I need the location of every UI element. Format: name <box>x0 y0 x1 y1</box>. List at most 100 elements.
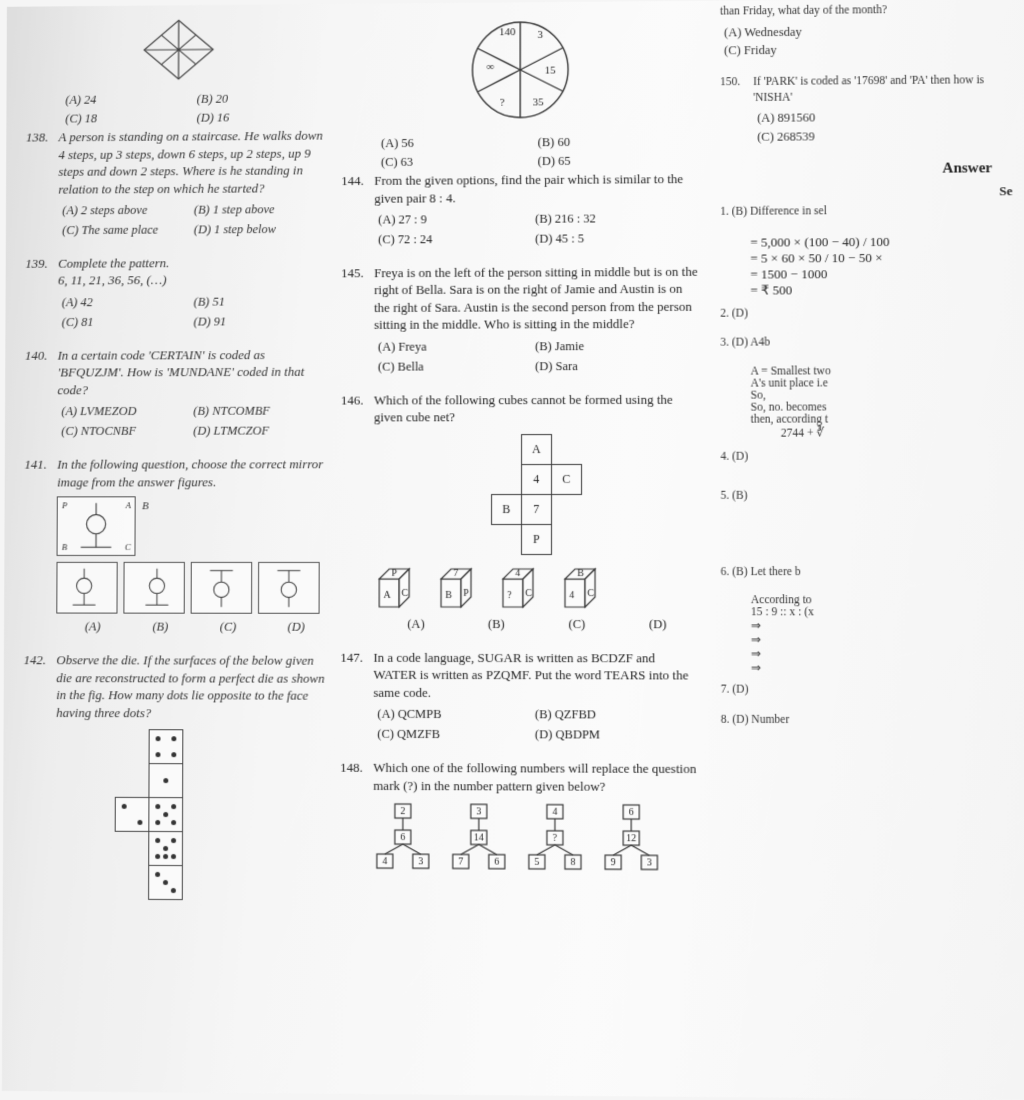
svg-text:4: 4 <box>553 807 558 818</box>
q138-figure-options: (A) 24 (B) 20 (C) 18 (D) 16 <box>26 89 332 129</box>
q141-opt-b-fig <box>124 562 185 614</box>
q138-text: A person is standing on a staircase. He … <box>58 128 322 196</box>
q143-options: (A) 56 (B) 60 (C) 63 (D) 65 <box>341 132 700 172</box>
ans-1-m3: = 1500 − 1000 <box>720 265 1023 282</box>
tree-row: 2 6 4 3 3 14 7 6 <box>373 800 700 872</box>
ans-8: 8. (D) Number <box>721 712 1024 728</box>
q138-opt-c: (C) 18 <box>65 111 193 127</box>
svg-text:3: 3 <box>647 858 652 869</box>
q147: 147. In a code language, SUGAR is writte… <box>340 649 700 746</box>
q143-b: (B) 60 <box>538 134 692 150</box>
ans-1: 1. (B) Difference in sel <box>720 203 1022 220</box>
svg-text:14: 14 <box>474 833 484 844</box>
q147-d: (D) QBDPM <box>535 727 690 744</box>
dice-face-5 <box>149 832 183 866</box>
q149-c: (C) Friday <box>724 42 867 60</box>
svg-text:∞: ∞ <box>486 61 494 73</box>
q141: 141. In the following question, choose t… <box>24 456 331 638</box>
q146: 146. Which of the following cubes cannot… <box>340 391 700 636</box>
svg-text:8: 8 <box>571 857 576 868</box>
q138-opt-d: (D) 16 <box>197 110 325 126</box>
q144-b: (B) 216 : 32 <box>535 210 690 228</box>
q144-d: (D) 45 : 5 <box>535 230 690 248</box>
q141-ref-figure: P A B C B <box>57 497 136 557</box>
svg-text:3: 3 <box>537 29 543 41</box>
q144-num: 144. <box>341 172 371 190</box>
q147-c: (C) QMZFB <box>377 726 531 743</box>
q145-a: (A) Freya <box>378 338 532 355</box>
dice-face-3 <box>115 798 149 832</box>
tree-1: 2 6 4 3 <box>373 800 433 870</box>
q147-b: (B) QZFBD <box>535 707 690 724</box>
q145: 145. Freya is on the left of the person … <box>341 263 700 378</box>
q142-num: 142. <box>24 651 54 668</box>
q139: 139. Complete the pattern. 6, 11, 21, 36… <box>25 254 331 333</box>
ans-2: 2. (D) <box>720 305 1023 322</box>
q142-text: Observe the die. If the surfaces of the … <box>56 652 324 720</box>
ans-6-arrow3: ⇒ <box>721 647 1024 662</box>
ans-6c: 15 : 9 :: x : (x <box>721 606 1024 618</box>
q139-b: (B) 51 <box>194 293 323 310</box>
q141-labels: (A) (B) (C) (D) <box>56 618 329 638</box>
dice-face-6 <box>149 866 183 900</box>
svg-text:35: 35 <box>533 96 544 108</box>
q145-num: 145. <box>341 264 371 282</box>
svg-text:?: ? <box>500 97 505 109</box>
q140-c: (C) NTOCNBF <box>61 423 190 440</box>
q149-a: (A) Wednesday <box>724 23 867 41</box>
cube-d: B 4 C <box>559 563 607 611</box>
svg-text:9: 9 <box>611 857 616 868</box>
q143-a: (A) 56 <box>381 135 534 151</box>
dice-net <box>115 729 225 900</box>
q147-num: 147. <box>340 649 370 667</box>
q148: 148. Which one of the following numbers … <box>340 759 701 872</box>
q138-num: 138. <box>26 129 56 146</box>
q145-text: Freya is on the left of the person sitti… <box>374 264 698 333</box>
svg-text:6: 6 <box>401 832 406 843</box>
ans-6b: According to <box>721 594 1024 606</box>
q144-a: (A) 27 : 9 <box>378 211 532 229</box>
svg-text:3: 3 <box>477 807 482 818</box>
q146-num: 146. <box>341 391 371 409</box>
ans-1-m2: = 5 × 60 × 50 / 10 − 50 × <box>720 249 1023 266</box>
q147-text: In a code language, SUGAR is written as … <box>373 650 688 700</box>
q138-a2: (A) 2 steps above <box>62 202 191 219</box>
ans-3e: So, no. becomes <box>720 401 1023 414</box>
svg-text:15: 15 <box>545 65 556 77</box>
svg-text:4: 4 <box>383 856 388 867</box>
q140-b: (B) NTCOMBF <box>193 403 322 420</box>
q150-text: If 'PARK' is coded as '17698' and 'PA' t… <box>753 75 984 104</box>
ans-3b: A = Smallest two <box>720 364 1023 377</box>
dice-face-2 <box>149 764 183 798</box>
cube-b: 7 B P <box>435 563 483 611</box>
q150-c: (C) 268539 <box>757 128 884 146</box>
tree-2: 3 14 7 6 <box>449 800 509 871</box>
q145-d: (D) Sara <box>535 358 690 375</box>
ans-3c: A's unit place i.e <box>720 376 1023 389</box>
q140-text: In a certain code 'CERTAIN' is coded as … <box>57 347 304 397</box>
q138-opt-a: (A) 24 <box>65 92 193 108</box>
mid-column: 140 3 15 35 ? ∞ (A) 56 (B) 60 (C) 63 (D)… <box>340 1 701 886</box>
q138-d2: (D) 1 step below <box>194 221 323 238</box>
q138: 138. A person is standing on a staircase… <box>25 127 331 241</box>
q143-c: (C) 63 <box>381 154 534 170</box>
right-column: than Friday, what day of the month? (A) … <box>720 0 1024 743</box>
q139-seq: 6, 11, 21, 36, 56, (…) <box>58 273 167 288</box>
svg-text:2: 2 <box>401 806 406 817</box>
q141-opt-d-fig <box>258 562 320 614</box>
ans-3g: 2744 + ∛ <box>720 425 1023 440</box>
q150-a: (A) 891560 <box>757 109 884 127</box>
cube-net: A 4C B7 P <box>476 434 596 555</box>
ans-1-m1: = 5,000 × (100 − 40) / 100 <box>720 233 1023 250</box>
q139-a: (A) 42 <box>62 294 191 311</box>
dice-face-4 <box>149 798 183 832</box>
se-header: Se <box>720 183 1022 201</box>
ans-6-arrow2: ⇒ <box>721 632 1024 647</box>
svg-text:12: 12 <box>626 833 636 844</box>
pie-figure: 140 3 15 35 ? ∞ <box>460 10 580 130</box>
q144-c: (C) 72 : 24 <box>378 231 532 249</box>
ans-6-arrow4: ⇒ <box>721 661 1024 676</box>
q140-d: (D) LTMCZOF <box>193 423 322 440</box>
ans-6: 6. (B) Let there b <box>721 565 1024 581</box>
q144: 144. From the given options, find the pa… <box>341 170 700 250</box>
